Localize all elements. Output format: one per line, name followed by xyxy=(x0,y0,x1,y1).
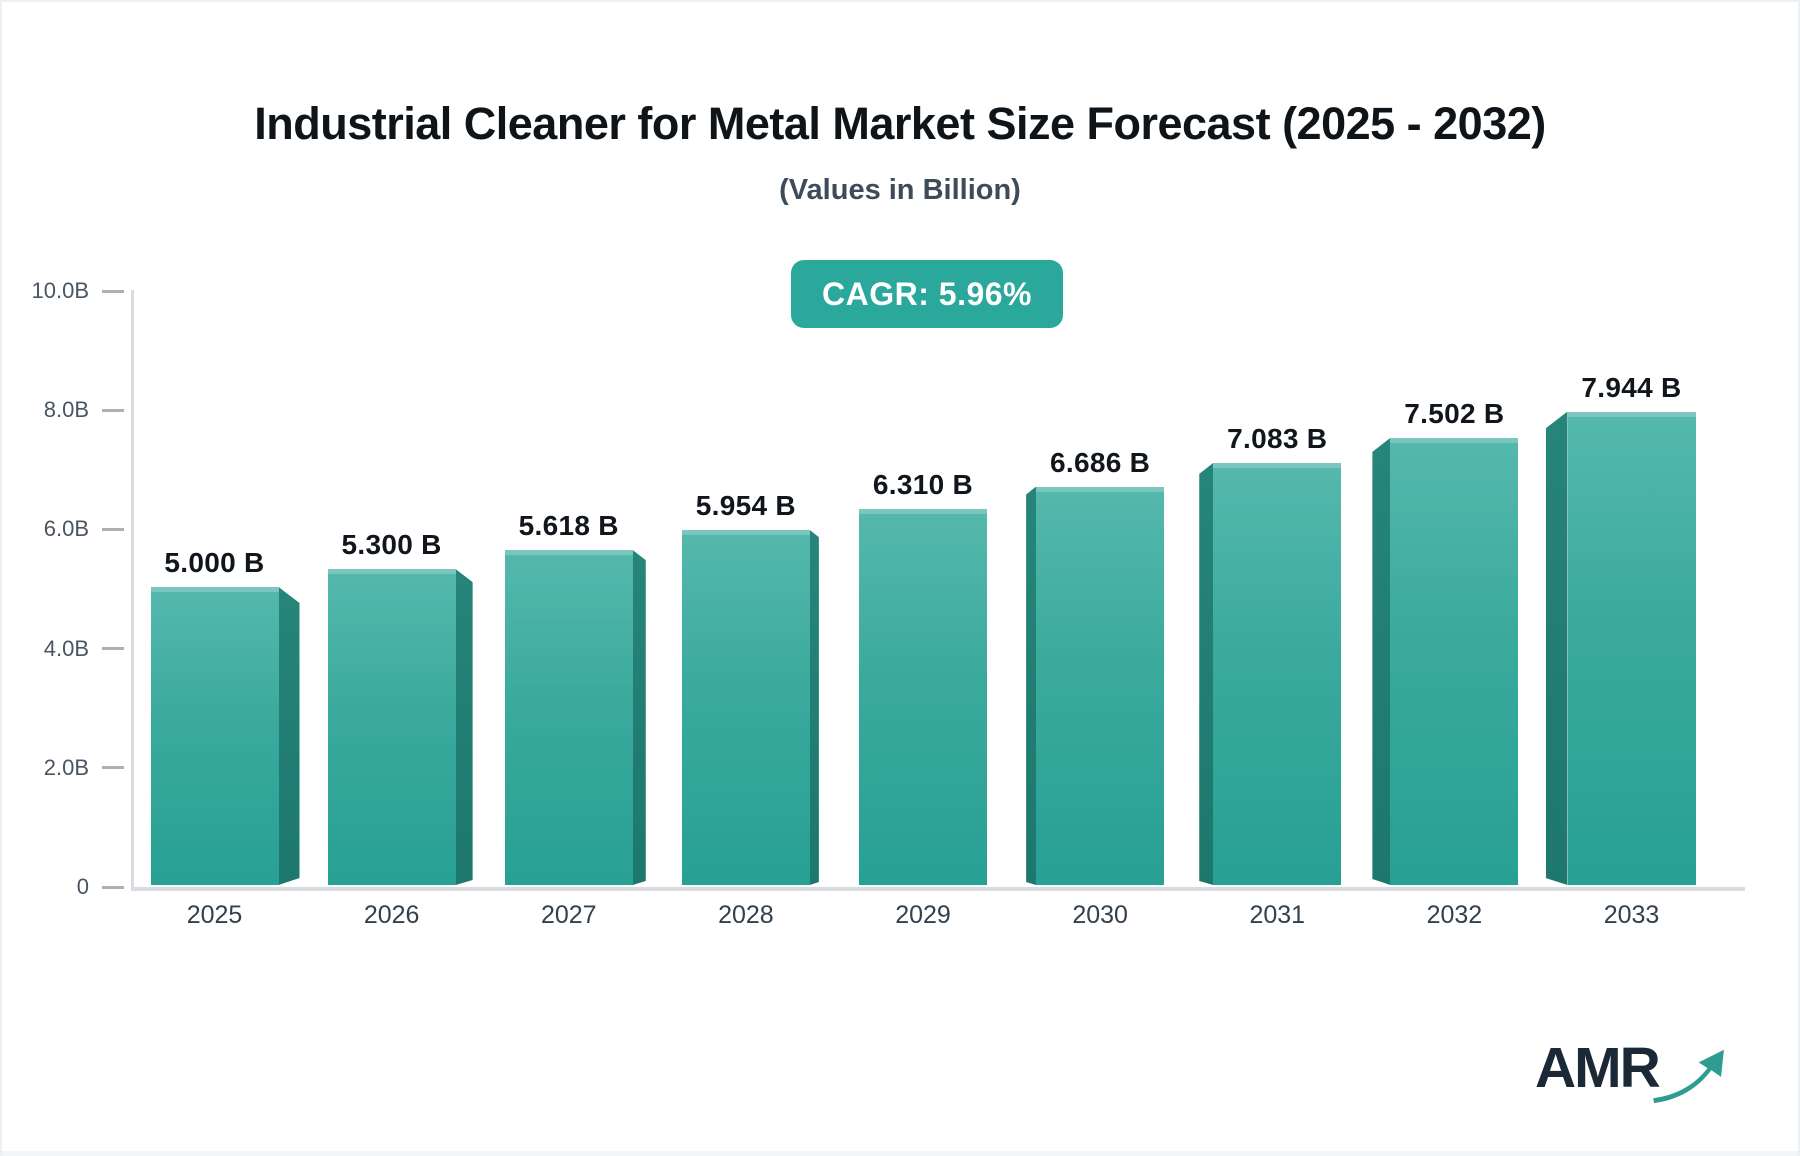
bar-group-2030: 6.686 B 2030 xyxy=(1005,447,1195,929)
y-tick-label: 8.0B xyxy=(43,397,89,423)
trend-arrow-icon xyxy=(1651,1042,1729,1111)
bar-3d-side xyxy=(633,550,646,885)
bar-group-2031: 7.083 B 2031 xyxy=(1182,423,1372,929)
y-tick-dash xyxy=(102,647,124,651)
x-tick-label: 2025 xyxy=(186,901,243,929)
bar-3d-side xyxy=(279,587,300,885)
y-tick: 6.0B xyxy=(2,516,124,542)
bar xyxy=(1036,486,1165,885)
bar-group-2029: 6.310 B 2029 xyxy=(828,469,1018,929)
bar-value-label: 7.944 B xyxy=(1581,371,1682,403)
bar xyxy=(1567,411,1696,885)
y-tick-label: 6.0B xyxy=(43,516,89,542)
x-tick-label: 2030 xyxy=(1072,901,1128,929)
bar-group-2027: 5.618 B 2027 xyxy=(474,510,664,929)
y-tick: 2.0B xyxy=(2,755,124,781)
bar-group-2032: 7.502 B 2032 xyxy=(1359,398,1549,929)
y-tick: 10.0B xyxy=(2,278,124,304)
bar-value-label: 5.618 B xyxy=(518,510,619,542)
bar-value-label: 7.083 B xyxy=(1227,422,1328,454)
bar-value-label: 7.502 B xyxy=(1404,397,1505,429)
x-tick-label: 2031 xyxy=(1249,901,1306,929)
y-tick-dash xyxy=(102,885,124,889)
y-tick-dash xyxy=(102,527,124,531)
bar-value-label: 6.310 B xyxy=(872,468,974,500)
amr-logo-text: AMR xyxy=(1535,1036,1661,1100)
bar xyxy=(1390,437,1519,885)
y-tick: 8.0B xyxy=(2,397,124,423)
y-tick-label: 0 xyxy=(76,874,89,899)
y-tick-dash xyxy=(102,289,124,293)
x-tick-label: 2026 xyxy=(363,901,420,929)
bar-3d-side xyxy=(1372,438,1390,885)
y-tick-dash xyxy=(102,766,124,770)
bar-3d-side xyxy=(810,530,819,885)
bar xyxy=(681,530,810,885)
bar-value-label: 5.000 B xyxy=(164,547,265,578)
bar-group-2033: 7.944 B 2033 xyxy=(1537,372,1727,929)
bar xyxy=(150,587,279,885)
bar xyxy=(327,569,456,885)
y-tick: 4.0B xyxy=(2,636,124,662)
x-tick-label: 2032 xyxy=(1426,901,1483,929)
bar xyxy=(859,508,987,885)
bar-value-label: 5.300 B xyxy=(341,529,442,561)
bar-3d-side xyxy=(1546,412,1568,885)
y-tick: 0 xyxy=(2,874,124,900)
cagr-badge: CAGR: 5.96% xyxy=(791,260,1063,328)
y-tick-label: 2.0B xyxy=(43,754,89,780)
x-tick-label: 2028 xyxy=(718,901,774,929)
bar-group-2025: 5.000 B 2025 xyxy=(120,547,310,929)
bar-3d-side xyxy=(1199,463,1213,885)
bar-group-2026: 5.300 B 2026 xyxy=(297,529,487,929)
y-tick-label: 4.0B xyxy=(43,635,89,661)
x-tick-label: 2029 xyxy=(895,901,951,929)
bar-3d-side xyxy=(1026,487,1036,885)
chart-subtitle: (Values in Billion) xyxy=(779,174,1021,206)
bar xyxy=(1213,462,1342,885)
chart-title: Industrial Cleaner for Metal Market Size… xyxy=(254,98,1546,149)
bar-value-label: 5.954 B xyxy=(695,490,796,522)
y-axis-line xyxy=(131,290,134,891)
y-tick-label: 10.0B xyxy=(31,278,90,303)
y-tick-dash xyxy=(102,408,124,412)
x-tick-label: 2033 xyxy=(1603,901,1660,929)
bar-value-label: 6.686 B xyxy=(1050,446,1151,478)
bar-group-2028: 5.954 B 2028 xyxy=(651,490,841,929)
bar xyxy=(504,550,633,885)
footer-divider xyxy=(2,1151,1798,1156)
x-axis-line xyxy=(131,887,1745,891)
x-tick-label: 2027 xyxy=(540,901,597,929)
bar-3d-side xyxy=(456,569,473,885)
amr-logo: AMR xyxy=(1535,1040,1729,1111)
